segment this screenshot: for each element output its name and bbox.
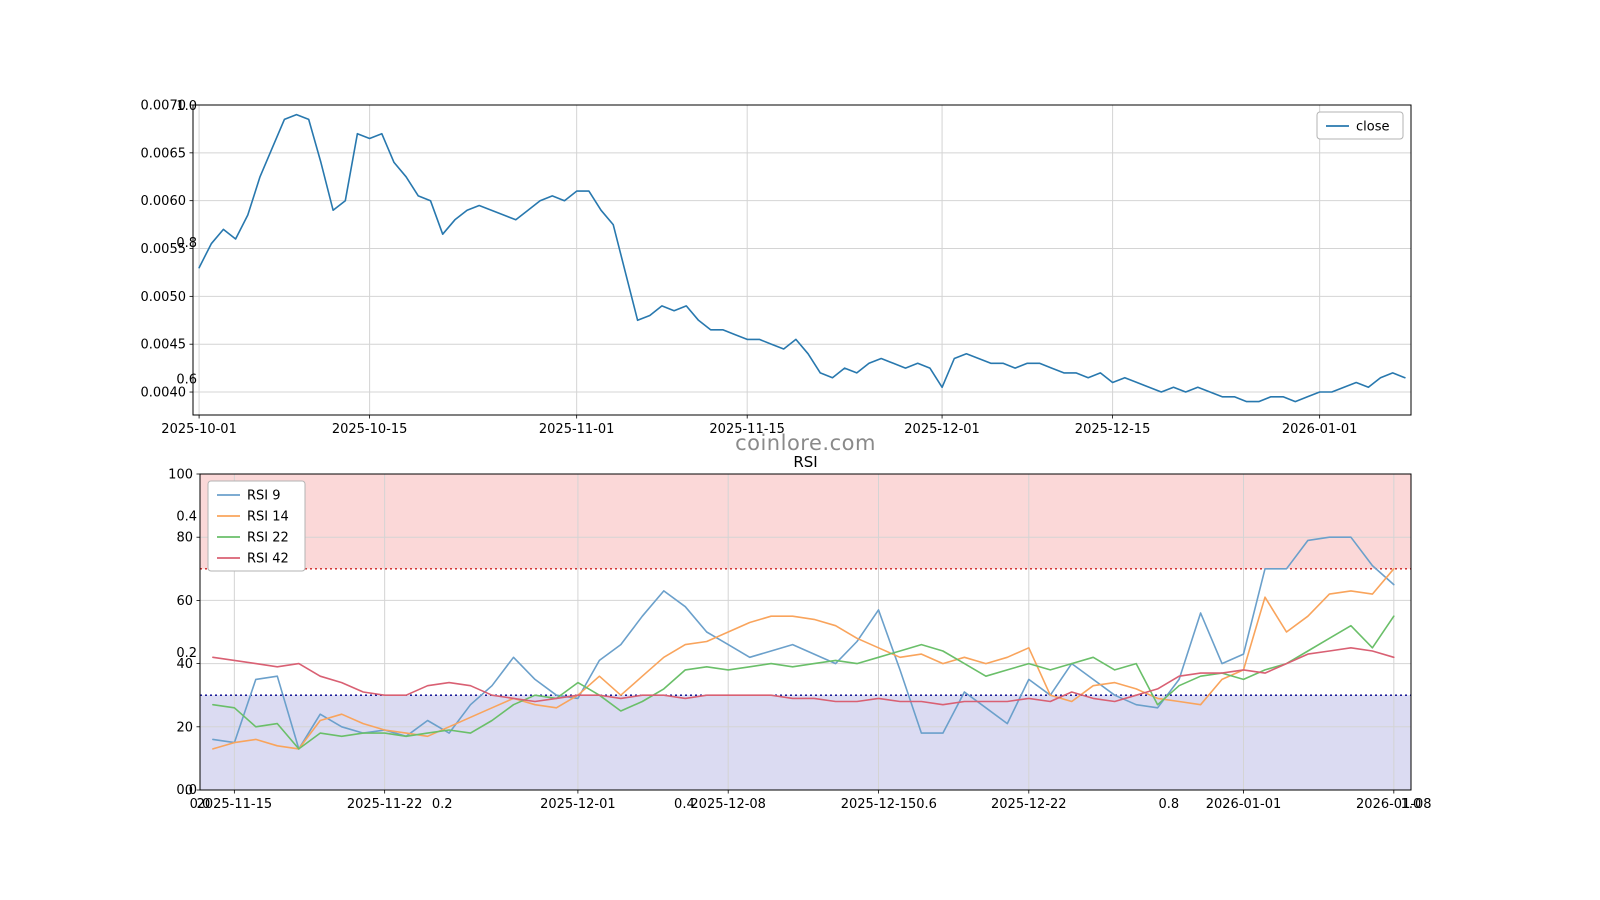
x-tick-label: 2026-01-01 (1282, 422, 1358, 437)
y-tick-label: 0.0065 (141, 146, 187, 161)
ghost-x-tick-label: 0.4 (674, 797, 695, 812)
y-tick-label: 80 (176, 531, 193, 546)
legend-label: RSI 14 (247, 510, 289, 525)
y-tick-label: 0.0050 (141, 290, 187, 305)
rsi-legend: RSI 9 RSI 14 RSI 22 RSI 42 (207, 480, 306, 572)
ghost-y-tick-label: 0.0 (176, 783, 197, 798)
ghost-y-tick-label: 0.2 (176, 646, 197, 661)
x-tick-label: 2025-10-01 (161, 422, 237, 437)
ghost-x-tick-label: 0.6 (916, 797, 937, 812)
x-tick-label: 2025-12-22 (991, 797, 1067, 812)
x-tick-label: 2025-11-01 (539, 422, 615, 437)
ghost-y-tick-label: 0.6 (176, 373, 197, 388)
ghost-x-tick-label: 0.8 (1158, 797, 1179, 812)
ghost-y-tick-label: 0.4 (176, 509, 197, 524)
ghost-y-tick-label: 0.8 (176, 236, 197, 251)
y-tick-label: 0.0040 (141, 386, 187, 401)
x-tick-label: 2026-01-01 (1206, 797, 1282, 812)
rsi-chart-title: RSI (793, 453, 818, 471)
series-rsi-42 (212, 646, 1395, 706)
y-tick-label: 100 (168, 468, 193, 483)
price-chart-group: 2025-10-01 2025-10-15 2025-11-01 2025-11-15… (141, 99, 1412, 437)
series-close (198, 113, 1406, 403)
plot-border (192, 104, 1412, 416)
y-tick-label: 0.0060 (141, 194, 187, 209)
y-tick-label: 0.0045 (141, 338, 187, 353)
legend-label: RSI 22 (247, 531, 289, 546)
x-tick-label: 2025-11-22 (347, 797, 423, 812)
ghost-x-tick-label: 0.2 (432, 797, 453, 812)
x-tick-label: 2025-11-15 (709, 422, 785, 437)
series-rsi-14 (212, 567, 1395, 750)
legend-label: RSI 9 (247, 489, 281, 504)
y-tick-label: 0.0070 (141, 99, 187, 114)
legend-box (207, 480, 306, 572)
ghost-y-tick-label: 1.0 (176, 99, 197, 114)
series-rsi-22 (212, 615, 1395, 750)
rsi-chart-group: 2025-11-15 2025-11-22 2025-12-01 2025-12-08… (168, 468, 1431, 813)
x-tick-label: 2025-12-01 (904, 422, 980, 437)
x-tick-label: 2025-12-08 (690, 797, 766, 812)
x-tick-label: 2025-10-15 (332, 422, 408, 437)
price-legend: close (1316, 111, 1404, 140)
legend-box (1316, 111, 1404, 140)
plot-border (199, 473, 1412, 791)
y-tick-label: 20 (176, 720, 193, 735)
overbought-band (200, 474, 1411, 569)
x-tick-label: 2025-12-15 (1075, 422, 1151, 437)
ghost-x-tick-label: 1.0 (1401, 797, 1422, 812)
watermark: coinlore.com (735, 431, 876, 455)
y-tick-label: 60 (176, 594, 193, 609)
ghost-axis-labels: 1.0 0.8 0.6 0.4 0.2 0.00.0 0.2 0.4 0.6 0.8 1.0 (176, 99, 1421, 812)
legend-label: RSI 42 (247, 552, 289, 567)
x-tick-label: 2025-12-01 (540, 797, 616, 812)
y-tick-label: 0.0055 (141, 242, 187, 257)
x-tick-label: 2025-12-15 (841, 797, 917, 812)
oversold-band (200, 695, 1411, 790)
y-tick-label: 0 (185, 784, 193, 799)
y-tick-label: 40 (176, 657, 193, 672)
ghost-x-tick-label: 0.0 (190, 797, 211, 812)
x-tick-label: 2025-11-15 (197, 797, 273, 812)
x-tick-label: 2026-01-08 (1356, 797, 1432, 812)
legend-label: close (1356, 120, 1389, 135)
